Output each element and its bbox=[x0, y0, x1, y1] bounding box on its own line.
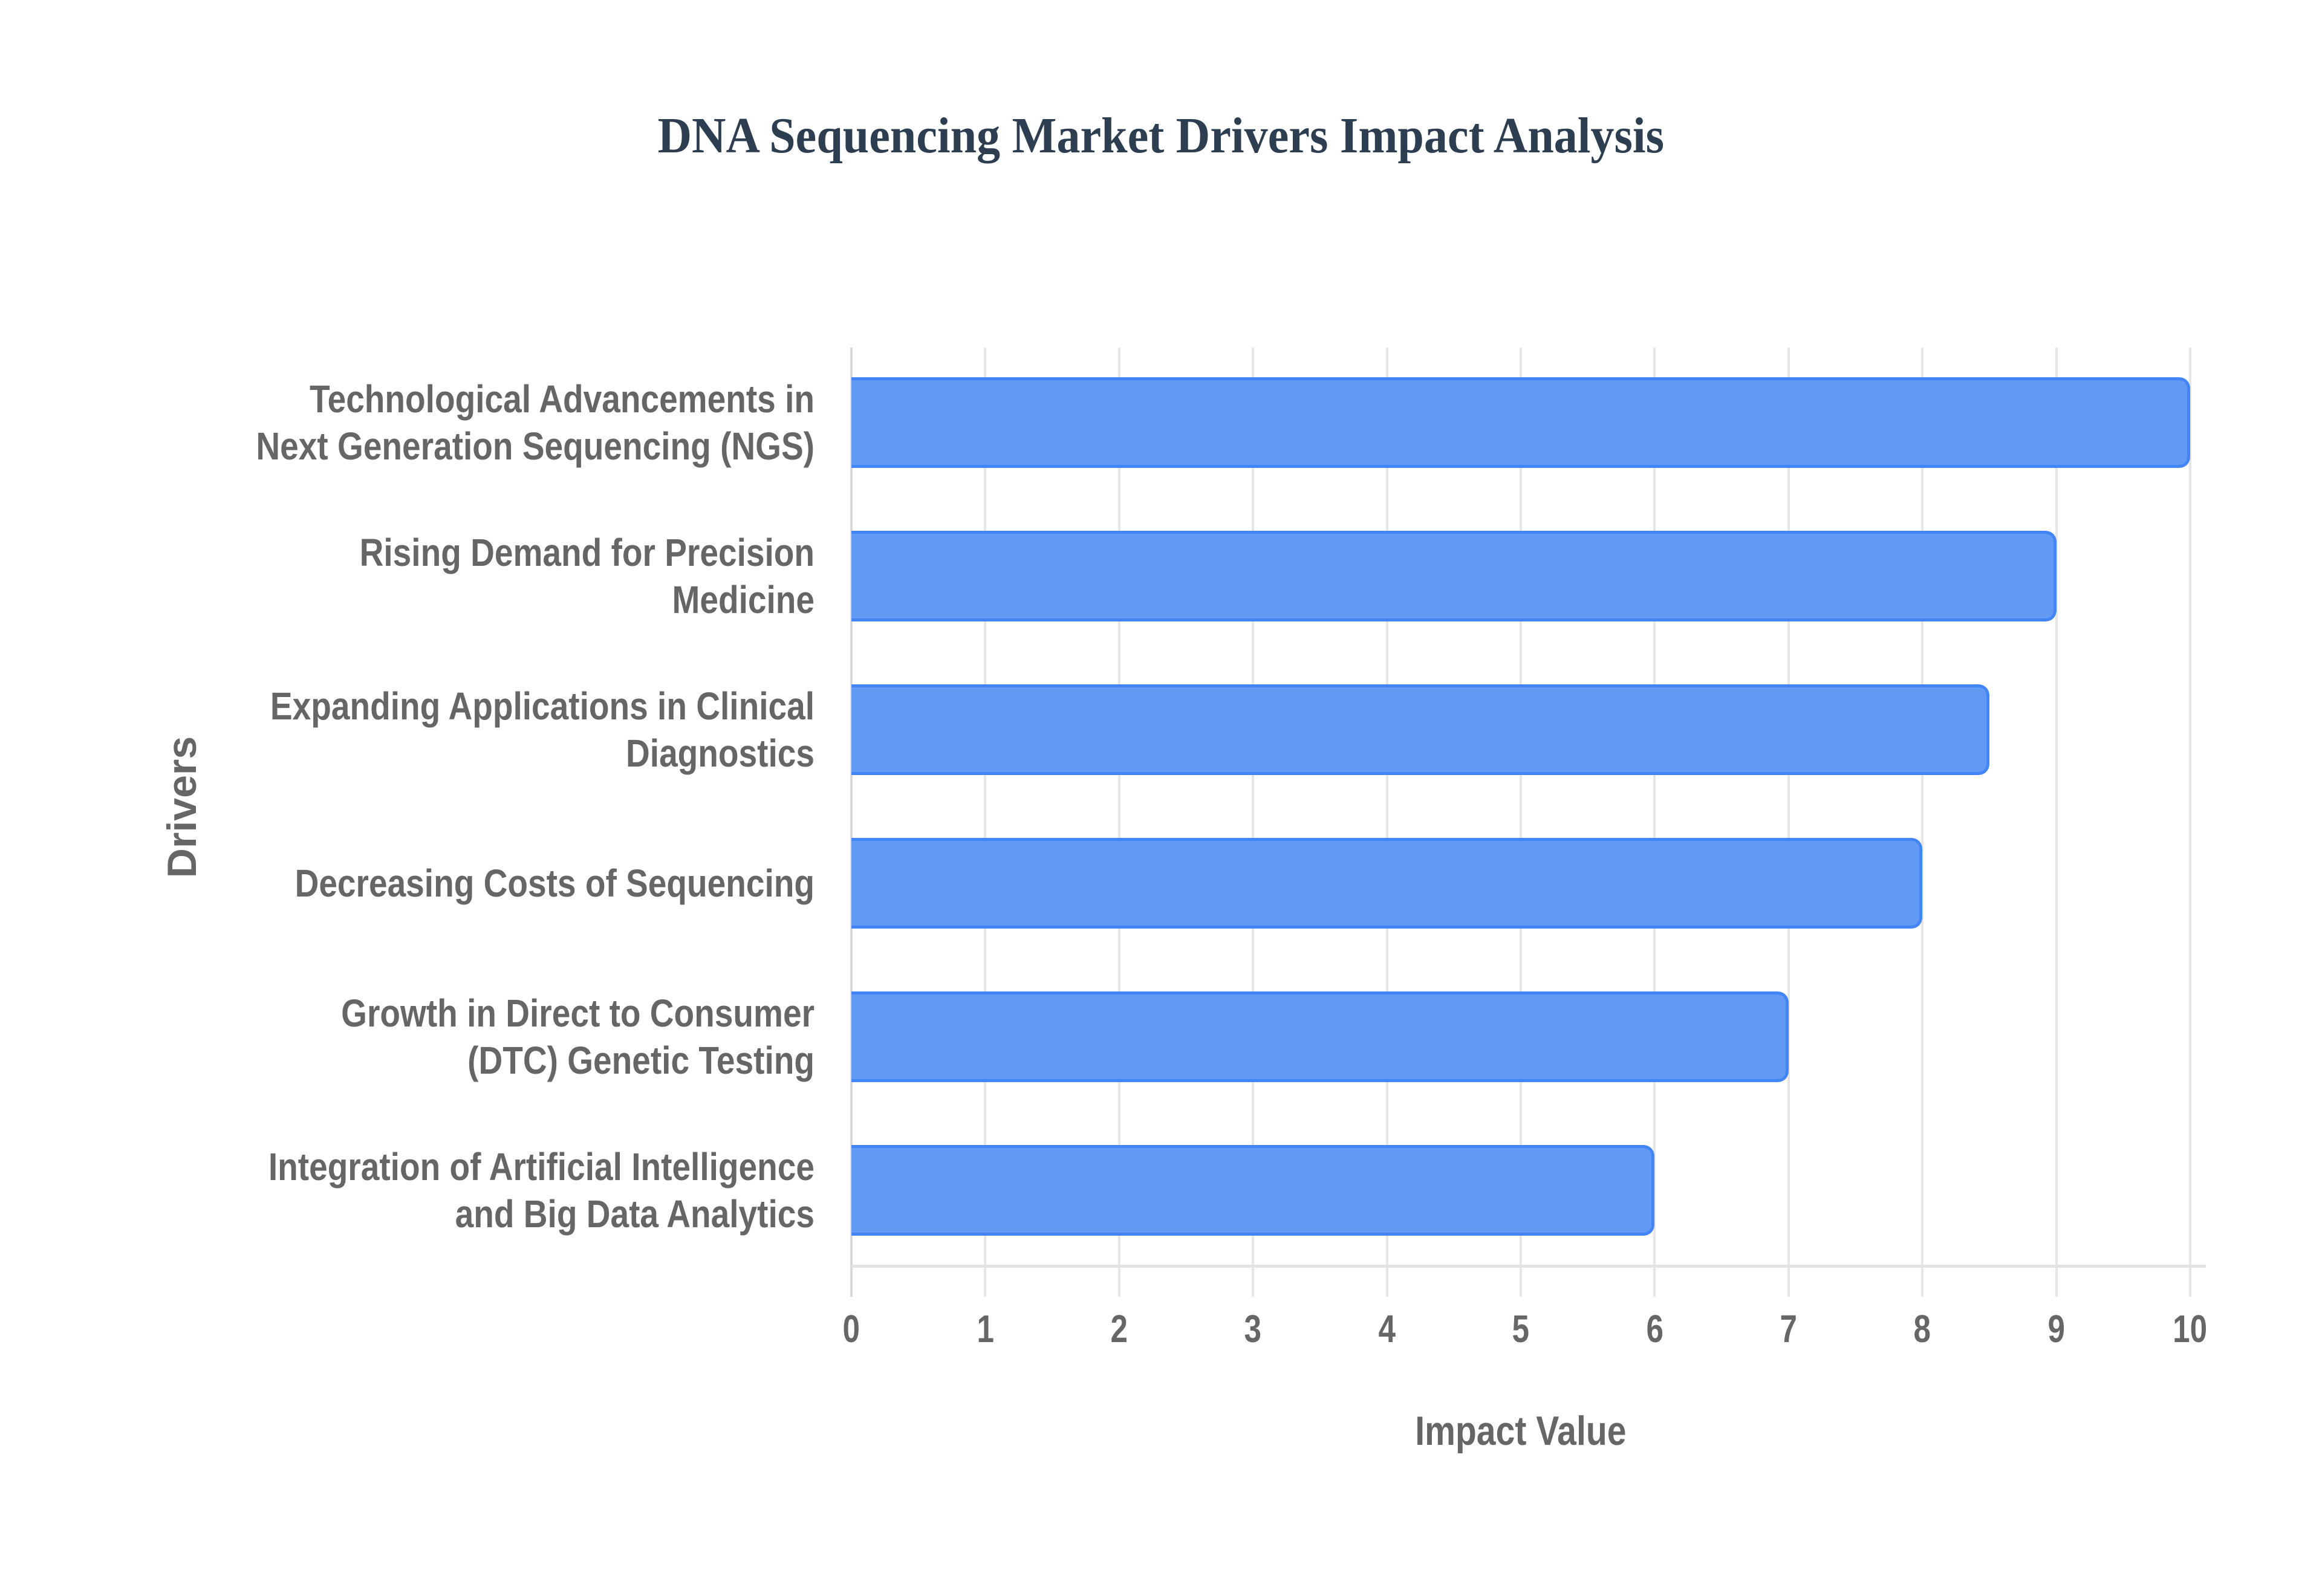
category-label: Expanding Applications in Clinical Diagn… bbox=[270, 684, 815, 775]
x-tick-label: 7 bbox=[1780, 1307, 1798, 1351]
x-tick-label: 8 bbox=[1913, 1307, 1931, 1351]
x-tick-label: 3 bbox=[1244, 1307, 1262, 1351]
bar[interactable] bbox=[851, 1145, 1655, 1236]
gridline bbox=[1653, 348, 1656, 1297]
x-tick-label: 4 bbox=[1378, 1307, 1396, 1351]
gridline bbox=[1252, 348, 1255, 1297]
x-axis-line bbox=[851, 1265, 2206, 1268]
gridline bbox=[1117, 348, 1120, 1297]
x-tick-label: 2 bbox=[1110, 1307, 1128, 1351]
gridline bbox=[1921, 348, 1924, 1297]
x-axis-title: Impact Value bbox=[1415, 1408, 1627, 1454]
gridline bbox=[984, 348, 987, 1297]
plot-area bbox=[850, 348, 2206, 1297]
y-axis-line bbox=[850, 348, 853, 1297]
bar[interactable] bbox=[851, 838, 1923, 929]
x-tick-label: 9 bbox=[2047, 1307, 2065, 1351]
chart-title: DNA Sequencing Market Drivers Impact Ana… bbox=[657, 108, 1665, 164]
gridline bbox=[1520, 348, 1522, 1297]
bar[interactable] bbox=[851, 991, 1789, 1082]
bar[interactable] bbox=[851, 531, 2057, 621]
gridline bbox=[1787, 348, 1790, 1297]
gridline bbox=[1385, 348, 1388, 1297]
category-label: Rising Demand for Precision Medicine bbox=[359, 531, 815, 621]
x-tick-label: 10 bbox=[2173, 1307, 2208, 1351]
bar[interactable] bbox=[851, 377, 2190, 468]
x-tick-label: 5 bbox=[1512, 1307, 1530, 1351]
gridline bbox=[2055, 348, 2058, 1297]
category-label: Integration of Artificial Intelligence a… bbox=[268, 1145, 815, 1236]
x-tick-label: 1 bbox=[977, 1307, 994, 1351]
bar[interactable] bbox=[851, 684, 1989, 775]
category-label: Technological Advancements in Next Gener… bbox=[256, 377, 815, 468]
category-label: Growth in Direct to Consumer (DTC) Genet… bbox=[341, 991, 815, 1082]
y-axis-title: Drivers bbox=[159, 736, 205, 878]
category-label: Decreasing Costs of Sequencing bbox=[294, 861, 815, 905]
x-tick-label: 6 bbox=[1646, 1307, 1663, 1351]
gridline bbox=[2189, 348, 2191, 1297]
x-tick-label: 0 bbox=[842, 1307, 860, 1351]
